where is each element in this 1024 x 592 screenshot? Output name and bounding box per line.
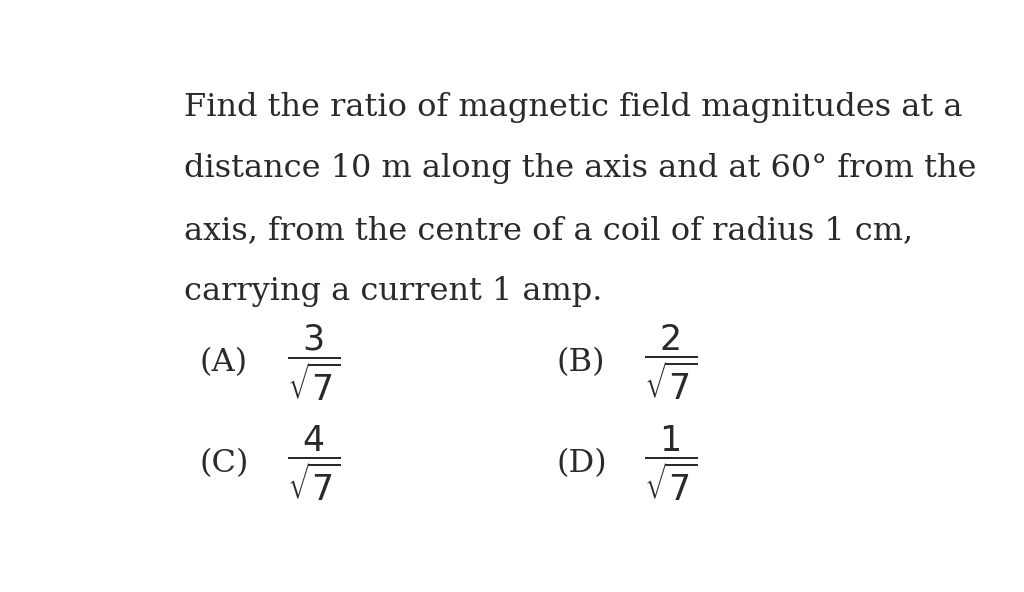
- Text: Find the ratio of magnetic field magnitudes at a: Find the ratio of magnetic field magnitu…: [183, 92, 963, 123]
- Text: axis, from the centre of a coil of radius 1 cm,: axis, from the centre of a coil of radiu…: [183, 215, 912, 246]
- Text: (B): (B): [557, 348, 605, 378]
- Text: $\dfrac{2}{\sqrt{7}}$: $\dfrac{2}{\sqrt{7}}$: [644, 323, 697, 403]
- Text: (D): (D): [557, 448, 607, 478]
- Text: $\dfrac{1}{\sqrt{7}}$: $\dfrac{1}{\sqrt{7}}$: [644, 423, 697, 503]
- Text: carrying a current 1 amp.: carrying a current 1 amp.: [183, 276, 602, 307]
- Text: $\dfrac{3}{\sqrt{7}}$: $\dfrac{3}{\sqrt{7}}$: [287, 323, 340, 403]
- Text: $\dfrac{4}{\sqrt{7}}$: $\dfrac{4}{\sqrt{7}}$: [287, 423, 340, 503]
- Text: (C): (C): [200, 448, 249, 478]
- Text: (A): (A): [200, 348, 248, 378]
- Text: distance 10 m along the axis and at 60° from the: distance 10 m along the axis and at 60° …: [183, 153, 976, 184]
